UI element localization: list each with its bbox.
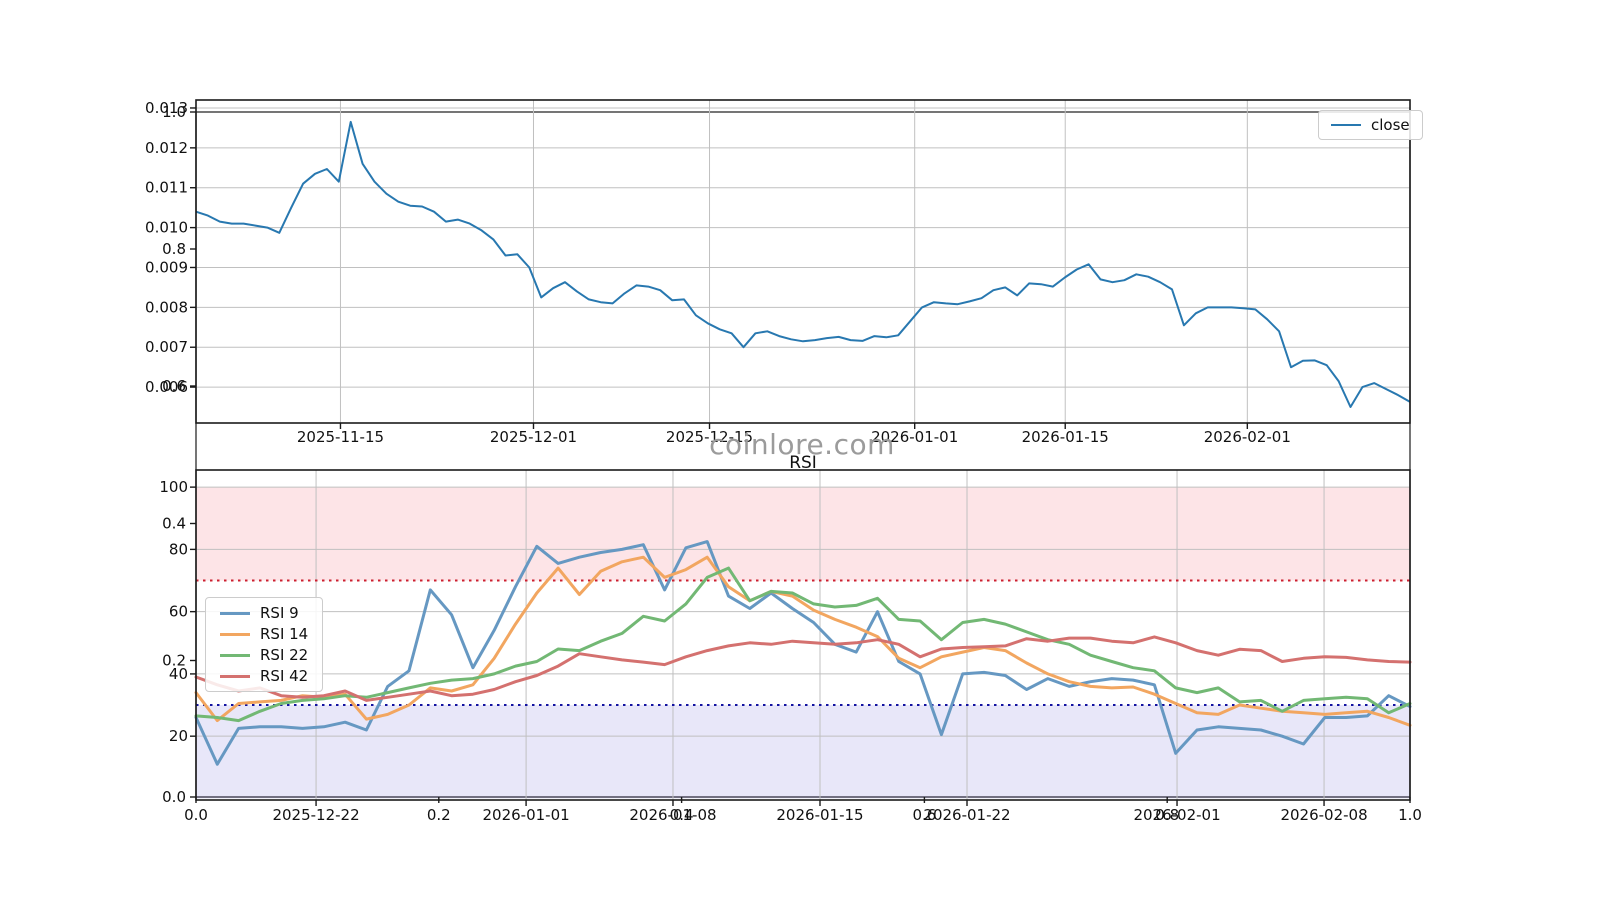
rsi-xtick-label: 2026-01-22 (923, 806, 1010, 824)
overbought-band (196, 487, 1410, 581)
rsi-xtick-label: 2026-02-08 (1280, 806, 1367, 824)
rsi-xtick-label: 2025-12-22 (272, 806, 359, 824)
rsi-xtick-label: 2026-01-08 (629, 806, 716, 824)
rsi-ytick-label: 100 (159, 478, 188, 496)
rsi-legend: RSI 9 RSI 14 RSI 22 RSI 42 (205, 597, 324, 692)
hidden-ytick-label: 0.2 (162, 652, 186, 670)
legend-label: RSI 42 (260, 667, 309, 685)
rsi-9-line (194, 540, 1412, 766)
hidden-ytick-label: 0.8 (162, 240, 186, 258)
rsi-ytick-label: 40 (169, 665, 188, 683)
rsi-xtick-label: 2026-01-01 (482, 806, 569, 824)
legend-swatch (220, 653, 250, 657)
rsi-chart-title: RSI (789, 453, 817, 473)
rsi-xtick-label: 2026-02-01 (1133, 806, 1220, 824)
rsi-22-line (194, 566, 1412, 723)
hidden-xtick-label: 0.0 (184, 806, 208, 824)
price-xtick-label: 2025-11-15 (297, 428, 384, 446)
legend-item-rsi-42: RSI 42 (220, 668, 308, 684)
hidden-axes-frame (195, 111, 1411, 798)
hidden-xtick-label: 0.6 (912, 806, 936, 824)
price-xtick-label: 2026-02-01 (1204, 428, 1291, 446)
price-ytick-label: 0.010 (145, 219, 188, 237)
price-ytick-label: 0.012 (145, 139, 188, 157)
close-legend-label: close (1371, 116, 1410, 134)
close-line-swatch (1331, 124, 1361, 126)
rsi-ytick-label: 80 (169, 540, 188, 558)
legend-item-rsi-14: RSI 14 (220, 626, 308, 642)
price-ytick-label: 0.006 (145, 378, 188, 396)
oversold-band (196, 705, 1410, 799)
rsi-panel-frame (195, 469, 1411, 801)
hidden-xtick-label: 0.2 (427, 806, 451, 824)
price-ytick-label: 0.008 (145, 298, 188, 316)
rsi-ytick-label: 60 (169, 603, 188, 621)
price-ytick-label: 0.007 (145, 338, 188, 356)
price-ytick-label: 0.009 (145, 258, 188, 276)
hidden-ytick-label: 0.0 (162, 788, 186, 806)
price-panel-frame (195, 99, 1411, 424)
rsi-14-line (194, 555, 1412, 727)
price-ytick-label: 0.013 (145, 99, 188, 117)
rsi-ytick-label: 20 (169, 727, 188, 745)
price-xtick-label: 2026-01-01 (871, 428, 958, 446)
legend-label: RSI 9 (260, 604, 299, 622)
rsi-42-line (194, 635, 1412, 702)
legend-swatch (220, 674, 250, 678)
legend-label: RSI 14 (260, 625, 309, 643)
legend-label: RSI 22 (260, 646, 309, 664)
price-legend: close (1318, 110, 1423, 140)
price-xtick-label: 2025-12-01 (490, 428, 577, 446)
price-xtick-label: 2025-12-15 (666, 428, 753, 446)
price-xtick-label: 2026-01-15 (1022, 428, 1109, 446)
price-ytick-label: 0.011 (145, 179, 188, 197)
legend-item-rsi-9: RSI 9 (220, 605, 308, 621)
hidden-ytick-label: 1.0 (162, 103, 186, 121)
legend-swatch (220, 611, 250, 615)
hidden-xtick-label: 0.4 (670, 806, 694, 824)
hidden-xtick-label: 0.8 (1155, 806, 1179, 824)
hidden-ytick-label: 0.4 (162, 515, 186, 533)
hidden-xtick-label: 1.0 (1398, 806, 1422, 824)
legend-item-rsi-22: RSI 22 (220, 647, 308, 663)
watermark: coinlore.com (709, 428, 895, 461)
rsi-xtick-label: 2026-01-15 (776, 806, 863, 824)
close-line (195, 120, 1411, 408)
legend-swatch (220, 632, 250, 636)
hidden-ytick-label: 0.6 (162, 377, 186, 395)
